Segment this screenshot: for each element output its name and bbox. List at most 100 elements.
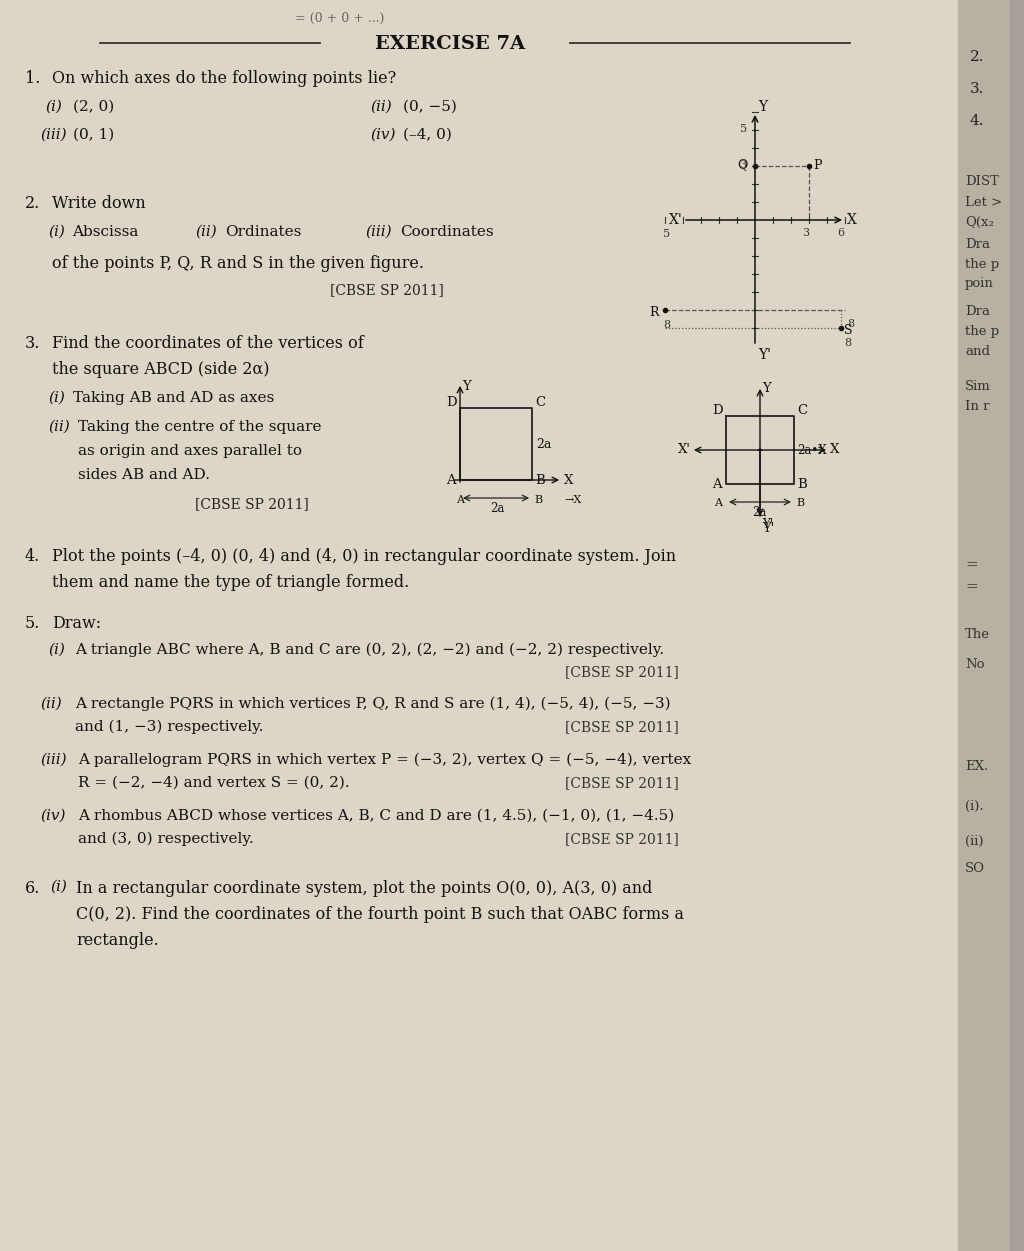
Text: 3.: 3.	[25, 335, 40, 352]
Text: Ordinates: Ordinates	[225, 225, 301, 239]
Text: Y': Y'	[762, 522, 774, 535]
Text: A: A	[446, 474, 456, 487]
Text: (iii): (iii)	[40, 128, 67, 143]
Bar	[958, 0, 1024, 1251]
Text: X': X'	[678, 443, 691, 457]
Text: [CBSE SP 2011]: [CBSE SP 2011]	[565, 776, 679, 789]
Text: R = (−2, −4) and vertex S = (0, 2).: R = (−2, −4) and vertex S = (0, 2).	[78, 776, 349, 789]
Text: (0, −5): (0, −5)	[403, 100, 457, 114]
Text: (0, 1): (0, 1)	[73, 128, 115, 143]
Text: [CBSE SP 2011]: [CBSE SP 2011]	[565, 832, 679, 846]
Text: (ii): (ii)	[40, 697, 61, 711]
Text: X': X'	[669, 213, 683, 226]
Text: (iii): (iii)	[365, 225, 391, 239]
Text: (i): (i)	[48, 225, 65, 239]
Text: Y: Y	[462, 380, 471, 393]
Text: EX.: EX.	[965, 761, 988, 773]
Text: of the points P, Q, R and S in the given figure.: of the points P, Q, R and S in the given…	[52, 255, 424, 271]
Text: (i): (i)	[50, 879, 67, 894]
Text: (i): (i)	[48, 643, 65, 657]
Text: them and name the type of triangle formed.: them and name the type of triangle forme…	[52, 574, 410, 590]
Text: (–4, 0): (–4, 0)	[403, 128, 452, 143]
Bar	[1010, 0, 1024, 1251]
Text: (ii): (ii)	[48, 420, 70, 434]
Text: [CBSE SP 2011]: [CBSE SP 2011]	[330, 283, 443, 296]
Text: 5: 5	[664, 229, 671, 239]
Text: the p: the p	[965, 325, 999, 338]
Text: 1.: 1.	[25, 70, 40, 88]
Text: X: X	[564, 474, 573, 487]
Text: as origin and axes parallel to: as origin and axes parallel to	[78, 444, 302, 458]
Text: 4.: 4.	[25, 548, 40, 565]
Text: A rectangle PQRS in which vertices P, Q, R and S are (1, 4), (−5, 4), (−5, −3): A rectangle PQRS in which vertices P, Q,…	[75, 697, 671, 712]
Text: 2a: 2a	[490, 502, 505, 515]
Text: →X: →X	[564, 495, 582, 505]
Text: Dra: Dra	[965, 238, 990, 251]
Text: S: S	[844, 324, 853, 337]
Text: Q: Q	[737, 158, 748, 171]
Text: (ii): (ii)	[965, 834, 983, 848]
Text: Y: Y	[758, 100, 767, 114]
Text: C: C	[797, 404, 807, 417]
Text: (iii): (iii)	[40, 753, 67, 767]
Text: (i): (i)	[48, 392, 65, 405]
Text: (iv): (iv)	[40, 809, 66, 823]
Text: B: B	[797, 478, 807, 490]
Text: SO: SO	[965, 862, 985, 874]
Text: A rhombus ABCD whose vertices A, B, C and D are (1, 4.5), (−1, 0), (1, −4.5): A rhombus ABCD whose vertices A, B, C an…	[78, 809, 674, 823]
Text: 6: 6	[838, 228, 845, 238]
Text: and (1, −3) respectively.: and (1, −3) respectively.	[75, 721, 263, 734]
Text: X: X	[830, 443, 840, 457]
Text: Coordinates: Coordinates	[400, 225, 494, 239]
Text: rectangle.: rectangle.	[76, 932, 159, 950]
Text: D: D	[712, 404, 723, 417]
Text: Abscissa: Abscissa	[72, 225, 138, 239]
Text: X: X	[847, 213, 857, 226]
Text: A: A	[712, 478, 722, 490]
Text: (2, 0): (2, 0)	[73, 100, 115, 114]
Text: (iv): (iv)	[370, 128, 395, 143]
Text: On which axes do the following points lie?: On which axes do the following points li…	[52, 70, 396, 88]
Text: The: The	[965, 628, 990, 641]
Text: Y': Y'	[762, 518, 773, 530]
Text: =: =	[965, 558, 978, 572]
Text: 5.: 5.	[25, 615, 40, 632]
Text: B: B	[796, 498, 804, 508]
Text: 2a: 2a	[536, 438, 551, 452]
Text: C(0, 2). Find the coordinates of the fourth point B such that OABC forms a: C(0, 2). Find the coordinates of the fou…	[76, 906, 684, 923]
Text: A: A	[714, 498, 722, 508]
Text: In r: In r	[965, 400, 989, 413]
Text: 4.: 4.	[970, 114, 984, 128]
Text: EXERCISE 7A: EXERCISE 7A	[375, 35, 525, 53]
Text: 2a•X: 2a•X	[797, 444, 826, 457]
Text: (ii): (ii)	[370, 100, 392, 114]
Text: Y: Y	[762, 382, 771, 395]
Text: sides AB and AD.: sides AB and AD.	[78, 468, 210, 482]
Text: 6.: 6.	[25, 879, 40, 897]
Text: 2a: 2a	[752, 505, 766, 519]
Text: (i).: (i).	[965, 799, 984, 813]
Text: 2.: 2.	[970, 50, 984, 64]
Text: [CBSE SP 2011]: [CBSE SP 2011]	[195, 497, 309, 510]
Text: Y': Y'	[758, 348, 771, 362]
Text: In a rectangular coordinate system, plot the points O(0, 0), A(3, 0) and: In a rectangular coordinate system, plot…	[76, 879, 652, 897]
Text: = (0 + 0 + ...): = (0 + 0 + ...)	[295, 13, 385, 25]
Text: 5: 5	[740, 124, 748, 134]
Text: 3: 3	[739, 160, 746, 170]
Text: No: No	[965, 658, 984, 671]
Text: and (3, 0) respectively.: and (3, 0) respectively.	[78, 832, 254, 847]
Text: 2.: 2.	[25, 195, 40, 211]
Text: B: B	[534, 495, 542, 505]
Text: Draw:: Draw:	[52, 615, 101, 632]
Text: Write down: Write down	[52, 195, 145, 211]
Text: the p: the p	[965, 258, 999, 271]
Text: C: C	[535, 397, 545, 409]
Text: A triangle ABC where A, B and C are (0, 2), (2, −2) and (−2, 2) respectively.: A triangle ABC where A, B and C are (0, …	[75, 643, 665, 657]
Text: B: B	[535, 474, 545, 487]
Text: poin: poin	[965, 276, 994, 290]
Text: Dra: Dra	[965, 305, 990, 318]
Text: [CBSE SP 2011]: [CBSE SP 2011]	[565, 721, 679, 734]
Text: 3: 3	[803, 228, 810, 238]
Text: Taking AB and AD as axes: Taking AB and AD as axes	[73, 392, 274, 405]
Text: 3.: 3.	[970, 83, 984, 96]
